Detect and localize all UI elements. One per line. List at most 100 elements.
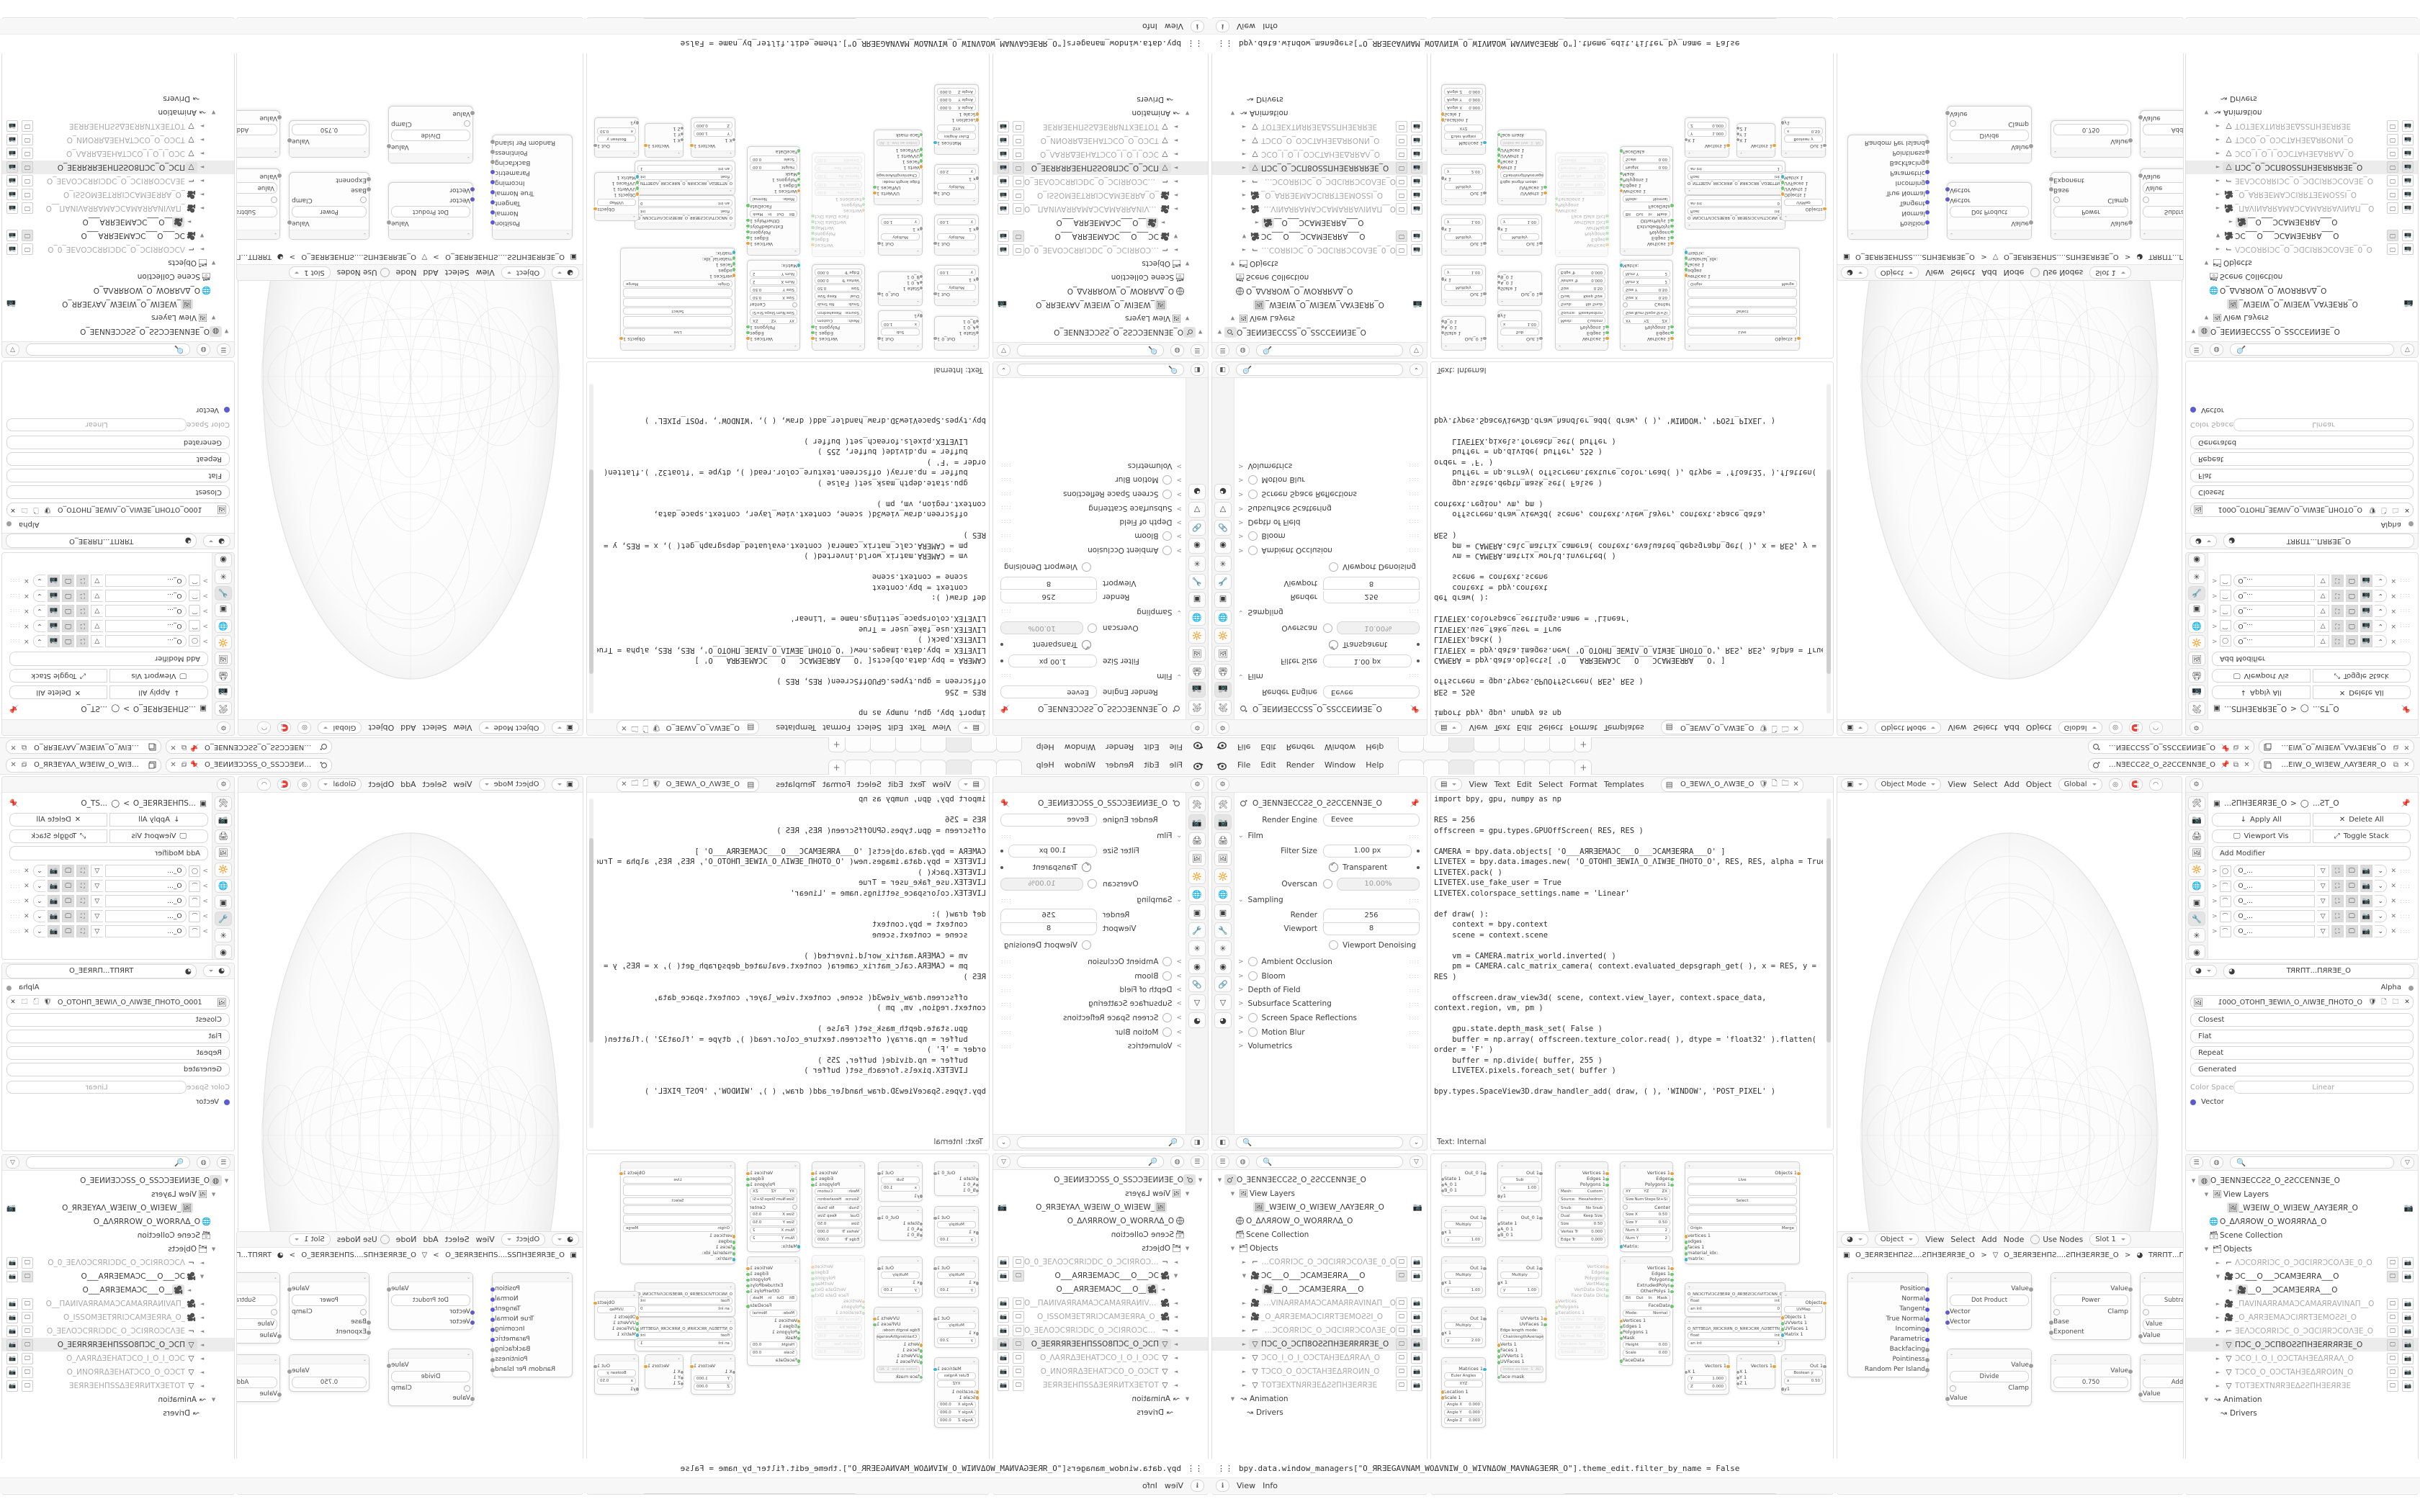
node-snub-field[interactable]: Snub: No Snub [1558, 300, 1605, 308]
pin-icon[interactable]: 📌 [2401, 704, 2411, 713]
expand-triangle-icon[interactable]: ► [1173, 1368, 1178, 1374]
editor-type-icon[interactable]: ⚙ [1191, 721, 1204, 734]
viewport-toggle-icon[interactable]: 🖵 [61, 925, 74, 937]
outliner-row-drivers[interactable]: ↝ Drivers [2, 92, 234, 106]
node-extra-field[interactable] [623, 1205, 732, 1214]
node-origin-merge-buttons[interactable]: Origin Merge [1688, 1225, 1797, 1233]
node-operation-dropdown[interactable]: Subtract [237, 1295, 277, 1307]
expand-triangle-icon[interactable]: ► [1242, 151, 1247, 158]
modifier-name[interactable]: O_... [2233, 910, 2316, 922]
menu-help[interactable]: Help [1366, 742, 1384, 752]
render-visibility-icon[interactable]: 📷 [2402, 148, 2414, 160]
outliner-search-input[interactable]: 🔍 [1017, 344, 1164, 356]
viewport-toggle-icon[interactable]: 🖵 [2346, 910, 2359, 922]
node-mode-tabs[interactable]: Size Num Steps St+Si [1623, 1196, 1670, 1204]
expand-triangle-icon[interactable]: ▼ [1230, 110, 1235, 117]
menu-render[interactable]: Render [1106, 760, 1134, 770]
workspace-tab[interactable] [844, 737, 871, 753]
node-axis-order-dropdown[interactable]: XYZ [1444, 1380, 1483, 1388]
properties-search-input[interactable]: 🔍 [1236, 364, 1403, 376]
viewport-visibility-icon[interactable]: 🖵 [1013, 203, 1024, 215]
outliner-row-objects[interactable]: ▼ 🗂 Objects [2186, 1242, 2418, 1256]
render-visibility-icon[interactable]: 📷 [998, 189, 1009, 202]
shader-mode-dropdown[interactable]: Object [1874, 266, 1919, 279]
workspace-tab[interactable] [995, 759, 1022, 775]
outliner-row-scene-collection[interactable]: 🗃 Scene Collection [2186, 1228, 2418, 1242]
node-int-field[interactable]: an int 0 [1688, 1305, 1783, 1313]
section-bloom[interactable]: > Bloom :::: [1238, 531, 1420, 541]
outliner-row-view-layers[interactable]: ▼ 🖼 View Layers [2, 311, 234, 325]
outliner-row-view-layer[interactable]: 🖼 O_ЯRƎEYAΛ_WƎEIW_O_WIƎEW_ 📷 [1212, 298, 1427, 312]
node-scale-field[interactable]: Scale 0.00 [1623, 155, 1670, 163]
image-datablock[interactable]: 🖼 O_OTOHΠ_ƎEWIΛ_O_ΛIWƎE_ΠHOTO_O001 🛡 🗋 🗀… [2190, 995, 2414, 1009]
slot-dropdown[interactable]: Slot 1 [2089, 266, 2131, 279]
unlink-icon[interactable]: ✕ [10, 506, 16, 513]
options-dropdown-icon[interactable]: ⌄ [1410, 364, 1423, 376]
expand-triangle-icon[interactable]: ▼ [224, 328, 229, 335]
render-visibility-icon[interactable]: 📷 [1411, 1256, 1422, 1268]
tab-output-icon[interactable]: 🖨 [1214, 664, 1232, 680]
expand-triangle-icon[interactable]: ▼ [2204, 1246, 2209, 1252]
viewport-visibility-icon[interactable]: 🖵 [1013, 1324, 1024, 1336]
tab-modifier-icon[interactable]: 🔧 [1188, 574, 1206, 590]
modifier-stack-item[interactable]: > ⌒ O_... ▽ ⛶ 🖵 📷 ⌄ ✕ :::: [9, 590, 208, 602]
expand-triangle-icon[interactable]: ► [1173, 151, 1178, 158]
toggle-stack-button[interactable]: ⤢ Toggle Stack [9, 829, 108, 843]
menu-window[interactable]: Window [1064, 742, 1096, 752]
extension-dropdown[interactable]: Repeat [6, 1046, 230, 1060]
node-size-x-field[interactable]: Size X 0.50 [1623, 294, 1670, 302]
overscan-checkbox[interactable] [1323, 879, 1332, 888]
editor-type-dropdown[interactable]: ▣ [551, 778, 579, 791]
add-modifier-dropdown[interactable]: Add Modifier [9, 652, 208, 666]
section-subsurface-scattering[interactable]: > Subsurface Scattering :::: [1238, 999, 1420, 1008]
node-datablock-field[interactable] [623, 1214, 732, 1224]
viewport-visibility-icon[interactable]: 🖵 [2387, 1352, 2398, 1364]
render-visibility-icon[interactable]: 📷 [998, 162, 1009, 174]
camera-render-icon[interactable]: 📷 [6, 300, 17, 308]
render-visibility-icon[interactable]: 📷 [1411, 176, 1422, 188]
node-mask-tabs[interactable]: Bit Out In Mask [1623, 1295, 1670, 1302]
node-math-aOb[interactable]: Out_0 1 State 1 A_0 1 B_0 1 [933, 316, 980, 351]
tab-scene-icon[interactable]: 🔆 [1188, 628, 1206, 644]
editor-type-icon[interactable]: ☰ [2190, 343, 2203, 356]
tab-data-icon[interactable]: ▽ [1214, 502, 1232, 518]
close-icon[interactable]: ✕ [2390, 927, 2396, 935]
workspace-tab[interactable] [1499, 759, 1525, 775]
render-visibility-icon[interactable]: 📷 [6, 1338, 18, 1351]
node-normal-dis-field[interactable]: Normal Dis 0.00 [1558, 188, 1605, 196]
viewport-visibility-icon[interactable]: 🖵 [2387, 134, 2398, 146]
viewport-toggle-icon[interactable]: 🖵 [61, 910, 74, 922]
outliner-row-view-layers[interactable]: ▼ 🖼 View Layers [2186, 311, 2418, 325]
modifier-stack-item[interactable]: > ⌒ O_... ▽ ⛶ 🖵 📷 ⌄ ✕ :::: [9, 605, 208, 617]
expand-triangle-icon[interactable]: ► [1173, 206, 1178, 212]
viewport-visibility-icon[interactable]: 🖵 [2387, 230, 2398, 242]
duplicate-icon[interactable]: ⧉ [2393, 761, 2399, 769]
tab-scene-icon[interactable]: 🔆 [215, 635, 232, 650]
render-visibility-icon[interactable]: 📷 [998, 176, 1009, 188]
outliner-object-data-row[interactable]: ► 🎥 O___AЯRƎEMAƆC___O__ [1212, 216, 1427, 230]
viewport-toggle-icon[interactable]: 🖵 [61, 620, 74, 632]
node-random-seed-field[interactable]: Random See 0 [1558, 164, 1605, 172]
tab-viewlayer-icon[interactable]: 🖼 [215, 652, 232, 667]
extras-dropdown-icon[interactable]: ⌄ [32, 635, 45, 647]
close-icon[interactable]: ✕ [24, 592, 30, 600]
tab-modifier-icon[interactable]: 🔧 [2188, 912, 2205, 927]
properties-search-input[interactable]: 🔍 [1017, 1136, 1184, 1148]
outliner-object-row[interactable]: ► ▽ O_ΛAЯRΔƎEHATƆCO_I_O_I_OƆC 🖵 📷 [1212, 148, 1427, 161]
node-int-input-2[interactable]: O_ИTTƎEGΛ_ЯRƆCЯRИ_O_ИRЯƆCЯR_ΛGƎETTИ_O fl… [1685, 161, 1785, 195]
outliner-row-scene[interactable]: ▼ ◍ O_ƎEИИƎƆƆSS_O_SSƆƆƎEИИƎE_O [2, 325, 234, 338]
node-platonic-solid[interactable]: Vertices 1 Edges 1 Polygons 1 Mesh:Custo… [810, 1161, 865, 1248]
outliner-row-view-layers[interactable]: ▼ 🖼 View Layers [1212, 1187, 1427, 1200]
outliner-object-row[interactable]: ► 🎥 O__ΠAИIVAЯRAMAƆCAMAЯRAИIVAΠ_ 🖵 📷 [993, 1296, 1208, 1310]
viewport-visibility-icon[interactable]: 🖵 [2387, 202, 2398, 215]
node-mode-field[interactable]: Mode: Normal [1623, 1309, 1670, 1317]
tab-physics-icon[interactable]: ◉ [215, 945, 232, 960]
modifier-stack-item[interactable]: > ◯ O_... ▽ ⛶ 🖵 📷 ⌄ ✕ :::: [2212, 635, 2411, 647]
extras-dropdown-icon[interactable]: ⌄ [32, 910, 45, 922]
overscan-field[interactable]: 10.00% [1337, 877, 1420, 891]
section-motion-blur[interactable]: > Motion Blur :::: [1000, 1027, 1182, 1037]
workspace-tab[interactable] [1499, 737, 1525, 753]
modifier-name[interactable]: O_... [2233, 590, 2316, 602]
section-depth-of-field[interactable]: > Depth of Field :::: [1238, 986, 1420, 994]
